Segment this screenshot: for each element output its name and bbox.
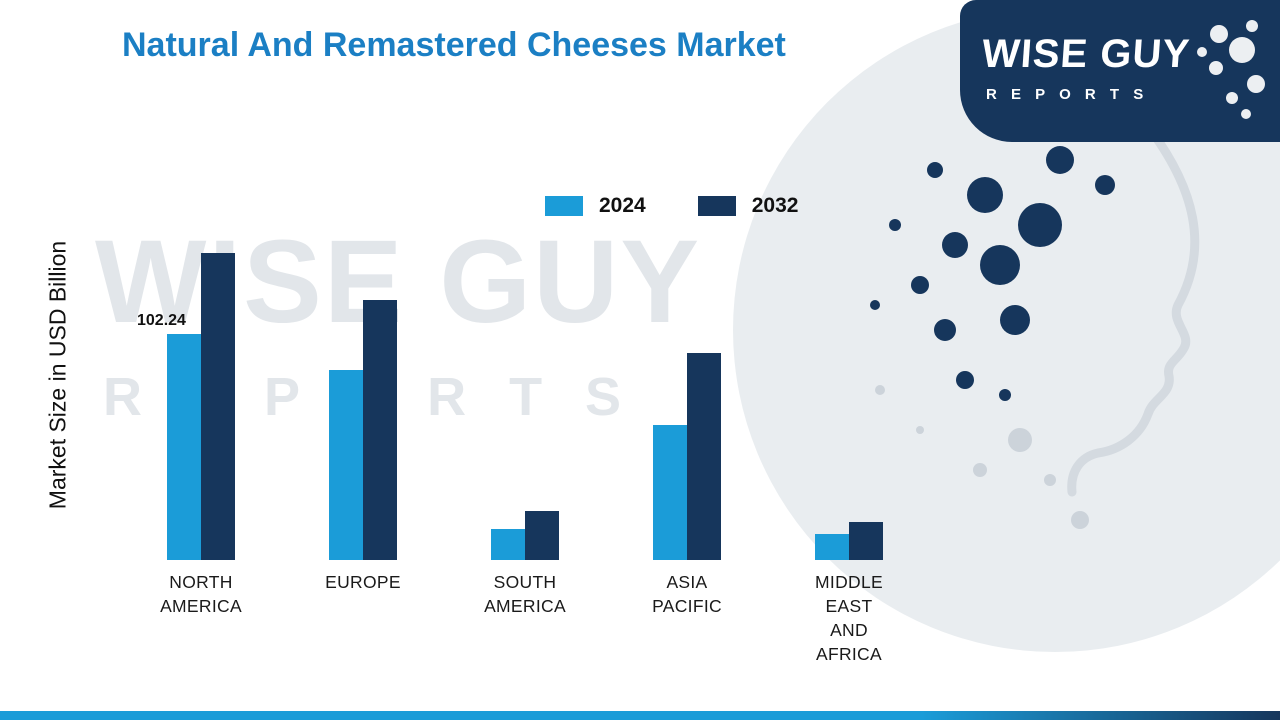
bar-2024 <box>491 529 525 560</box>
bars: 102.24 <box>137 240 235 560</box>
legend-swatch <box>697 196 736 216</box>
category-label: EUROPE <box>325 572 401 592</box>
legend-label: 2024 <box>599 194 646 217</box>
bar-2032 <box>849 522 883 560</box>
bar-2032 <box>201 253 235 560</box>
bar-2024 <box>815 533 849 560</box>
bar-2032 <box>363 299 397 560</box>
category-label: ASIA PACIFIC <box>652 572 722 617</box>
logo-dot-head-icon <box>1197 20 1265 119</box>
legend-label: 2032 <box>751 194 799 217</box>
legend-item-2024: 2024 <box>545 194 646 218</box>
bar-2032 <box>687 352 721 560</box>
gray-dot-cluster <box>875 385 1089 529</box>
logo-subtitle: R E P O R T S <box>986 86 1149 103</box>
bar-2032 <box>525 511 559 560</box>
bar-group: MIDDLE EAST AND AFRICA <box>768 240 930 664</box>
bar-2024: 102.24 <box>137 312 201 560</box>
bar-group: EUROPE <box>282 240 444 592</box>
category-label: MIDDLE EAST AND AFRICA <box>815 572 883 665</box>
legend-swatch <box>545 196 583 216</box>
bars <box>329 240 397 560</box>
bar-2024 <box>653 425 687 560</box>
y-axis-label: Market Size in USD Billion <box>44 240 71 510</box>
category-label: NORTH AMERICA <box>160 572 242 617</box>
bar-value-label: 102.24 <box>137 312 186 330</box>
bars <box>653 240 721 560</box>
page-title: Natural And Remastered Cheeses Market <box>122 26 786 64</box>
logo: WISE GUY R E P O R T S <box>960 0 1280 142</box>
bar-group: SOUTH AMERICA <box>444 240 606 616</box>
bars <box>815 240 883 560</box>
logo-wordmark: WISE GUY <box>980 32 1192 76</box>
bar-group: 102.24 NORTH AMERICA <box>120 240 282 616</box>
bars <box>491 240 559 560</box>
category-label: SOUTH AMERICA <box>484 572 566 617</box>
face-profile-line <box>1067 105 1200 497</box>
bar-2024 <box>329 370 363 560</box>
decorative-head-graphic <box>733 8 1280 652</box>
chart-legend: 2024 2032 <box>545 194 798 218</box>
legend-item-2032: 2032 <box>697 194 799 218</box>
bar-group: ASIA PACIFIC <box>606 240 768 616</box>
chart-plot: 102.24 NORTH AMERICA EUROPE SOUTH AMERICA AS… <box>120 240 930 664</box>
bottom-accent-bar <box>0 711 1280 720</box>
navy-dot-cluster <box>870 146 1115 401</box>
